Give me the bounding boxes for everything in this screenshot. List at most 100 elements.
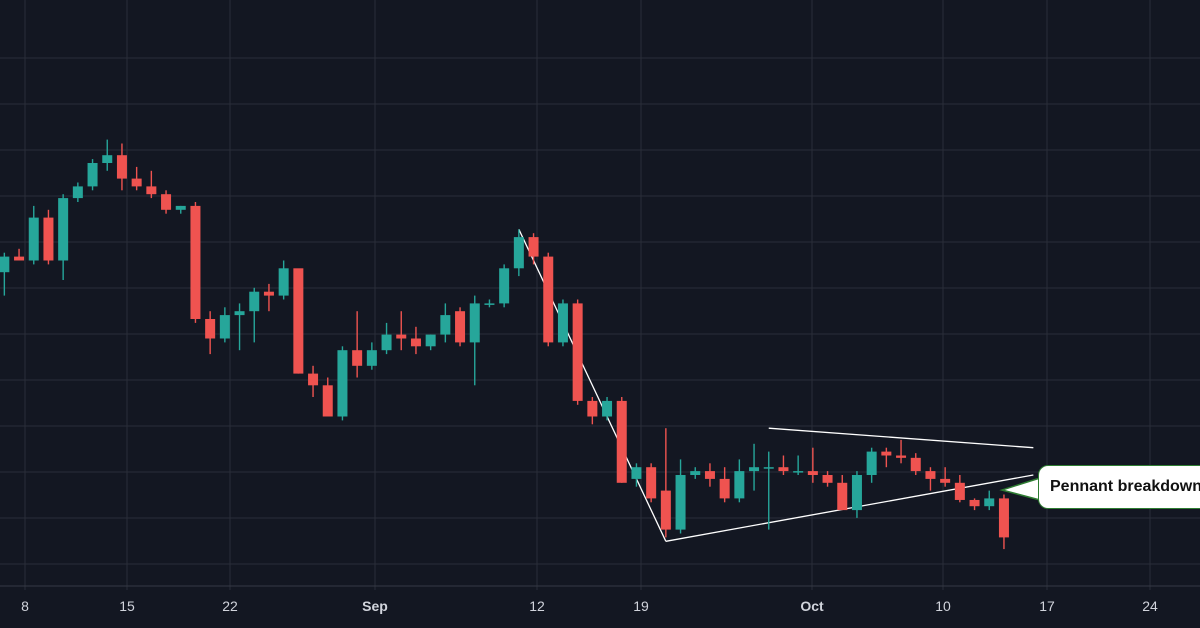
candle [587,397,598,425]
trendline [665,474,1034,542]
candle-body [793,471,804,473]
candle-body [807,471,818,475]
candle [778,455,789,475]
x-tick-label: Sep [362,598,388,614]
candle [984,490,995,511]
candle [822,471,833,487]
candle [440,303,451,343]
candle [660,428,671,538]
candle-body [337,350,348,417]
candle [969,498,980,511]
candle-body [954,482,965,500]
candle-body [308,373,319,386]
candle-body [969,499,980,507]
candle [175,205,186,214]
candle-body [866,451,877,475]
candle-body [910,457,921,472]
annotation-text: Pennant breakdown [1050,478,1200,495]
candle [425,334,436,351]
candle-body [469,303,480,343]
x-tick-label: 8 [21,598,29,614]
candle [293,268,304,374]
candle [998,494,1009,550]
candle [205,311,216,355]
x-tick-label: Oct [800,598,824,614]
pennant-breakdown-annotation: Pennant breakdown [1038,465,1200,509]
candle-body [455,311,466,343]
candle [646,463,657,503]
candle [631,463,642,487]
candle-body [837,482,848,511]
candle-body [87,163,98,187]
candle [690,467,701,479]
candle [469,295,480,386]
candle [528,233,539,265]
x-tick-label: 12 [529,598,545,614]
candle-body [719,478,730,499]
candle-body [631,467,642,479]
candle [322,377,333,417]
candle-body [734,471,745,499]
candle [87,159,98,191]
candle-body [410,338,421,347]
x-tick-label: 15 [119,598,135,614]
candle-body [205,319,216,339]
candle [837,475,848,511]
x-axis-ticks: 8 15 22 Sep 12 19 Oct 10 17 24 [21,598,1158,614]
x-tick-label: 22 [222,598,238,614]
candle-body [278,268,289,296]
candle [43,209,54,265]
candle [58,194,69,280]
candle [337,346,348,421]
candle [219,307,230,343]
x-tick-label: 24 [1142,598,1158,614]
candle-body [690,471,701,475]
candle-body [366,350,377,366]
candle-body [778,467,789,472]
candle [807,447,818,483]
candle [278,260,289,300]
candle [925,467,936,491]
candle [881,447,892,468]
candle [557,299,568,347]
candle [896,439,907,464]
candle-body [190,205,201,319]
candle [396,311,407,351]
candle-body [234,311,245,316]
candle-body [440,315,451,335]
candle [763,451,774,530]
candle-body [881,451,892,456]
x-tick-label: 10 [935,598,951,614]
candle [161,190,172,214]
candle-body [528,237,539,257]
candle-body [763,467,774,469]
candle [455,307,466,347]
candle [793,455,804,475]
annotation-tail [999,476,1041,501]
candle [954,475,965,503]
x-tick-label: 19 [633,598,649,614]
candle-body [675,475,686,530]
candle-body [616,400,627,483]
candle-body [43,217,54,261]
candle-body [557,303,568,343]
candle-body [572,303,583,401]
candle [499,264,510,308]
candle-body [381,334,392,351]
candle-body [925,471,936,479]
candle-body [396,334,407,339]
candle-body [513,237,524,269]
candle-body [940,478,951,483]
candle [146,170,157,199]
candle-body [249,291,260,312]
candle [308,365,319,397]
candle [734,459,745,503]
candle-body [984,498,995,507]
candle [910,453,921,475]
candle [940,467,951,487]
candle [190,202,201,323]
candle [513,229,524,277]
candle [102,139,113,171]
